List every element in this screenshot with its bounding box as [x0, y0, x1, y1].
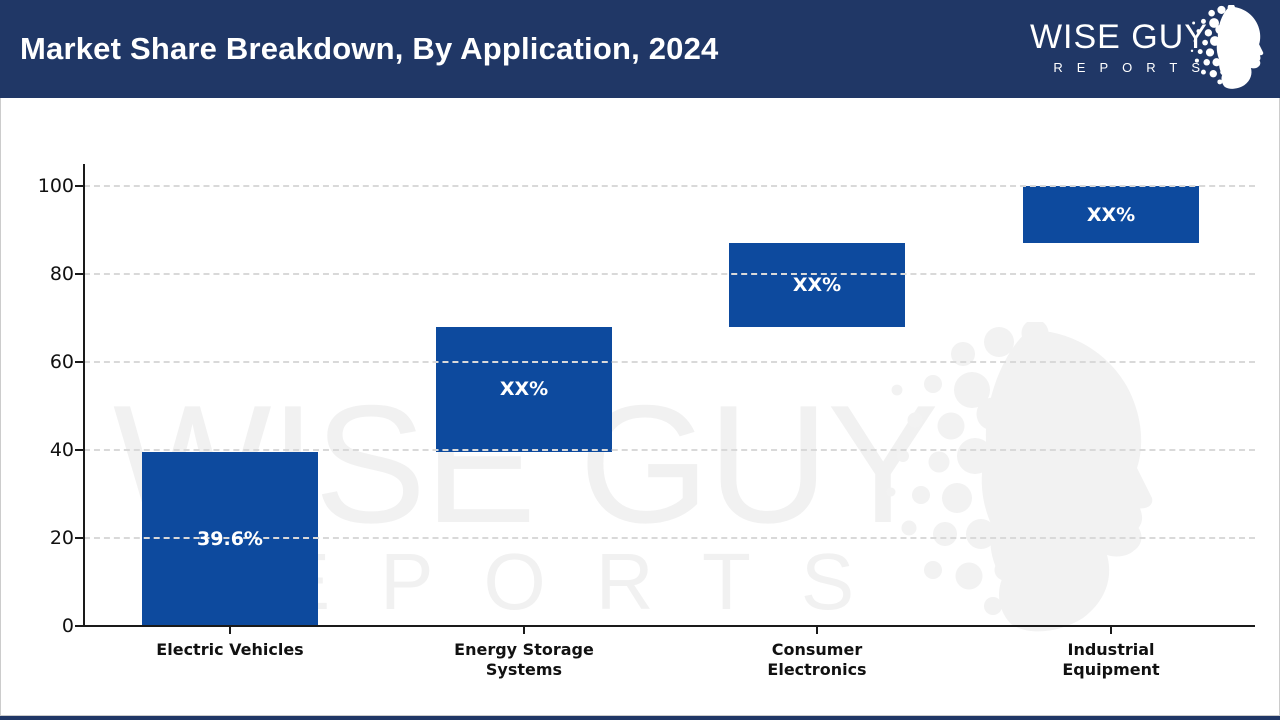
y-tick-mark: [75, 185, 83, 187]
bar-value-label: XX%: [1086, 203, 1136, 226]
y-tick-mark: [75, 625, 83, 627]
y-tick-label: 0: [61, 615, 74, 637]
x-axis-line: [83, 625, 1255, 627]
bar-value-label: XX%: [499, 378, 549, 401]
x-tick-label: Consumer Electronics: [767, 640, 867, 679]
x-tick-mark: [229, 627, 231, 634]
header: Market Share Breakdown, By Application, …: [0, 0, 1280, 98]
footer-accent-bar: [0, 716, 1280, 720]
y-tick-mark: [75, 537, 83, 539]
bar-value-label: 39.6%: [197, 527, 263, 550]
y-tick-mark: [75, 449, 83, 451]
page-title: Market Share Breakdown, By Application, …: [20, 31, 719, 66]
y-tick-label: 100: [37, 175, 74, 197]
logo-tagline: REPORTS: [1053, 60, 1214, 75]
wiseguy-logo: WISE GUY REPORTS: [1022, 2, 1272, 96]
grid-line: [84, 537, 1255, 539]
grid-line: [84, 273, 1255, 275]
grid-line: [84, 185, 1255, 187]
grid-line: [84, 449, 1255, 451]
y-tick-label: 20: [49, 527, 74, 549]
x-tick-label: Industrial Equipment: [1062, 640, 1160, 679]
bar: [436, 326, 612, 452]
bar: [1023, 186, 1199, 244]
y-tick-mark: [75, 273, 83, 275]
x-tick-mark: [816, 627, 818, 634]
x-tick-label: Energy Storage Systems: [454, 640, 594, 679]
y-tick-mark: [75, 361, 83, 363]
bar: [729, 243, 905, 327]
y-tick-label: 80: [49, 263, 74, 285]
y-tick-label: 40: [49, 439, 74, 461]
grid-line: [84, 361, 1255, 363]
logo-wordmark: WISE GUY: [1029, 18, 1208, 56]
x-tick-mark: [523, 627, 525, 634]
x-tick-label: Electric Vehicles: [156, 640, 304, 659]
bar-value-label: XX%: [792, 273, 842, 296]
x-tick-mark: [1110, 627, 1112, 634]
y-tick-label: 60: [49, 351, 74, 373]
y-axis-line: [83, 164, 85, 627]
